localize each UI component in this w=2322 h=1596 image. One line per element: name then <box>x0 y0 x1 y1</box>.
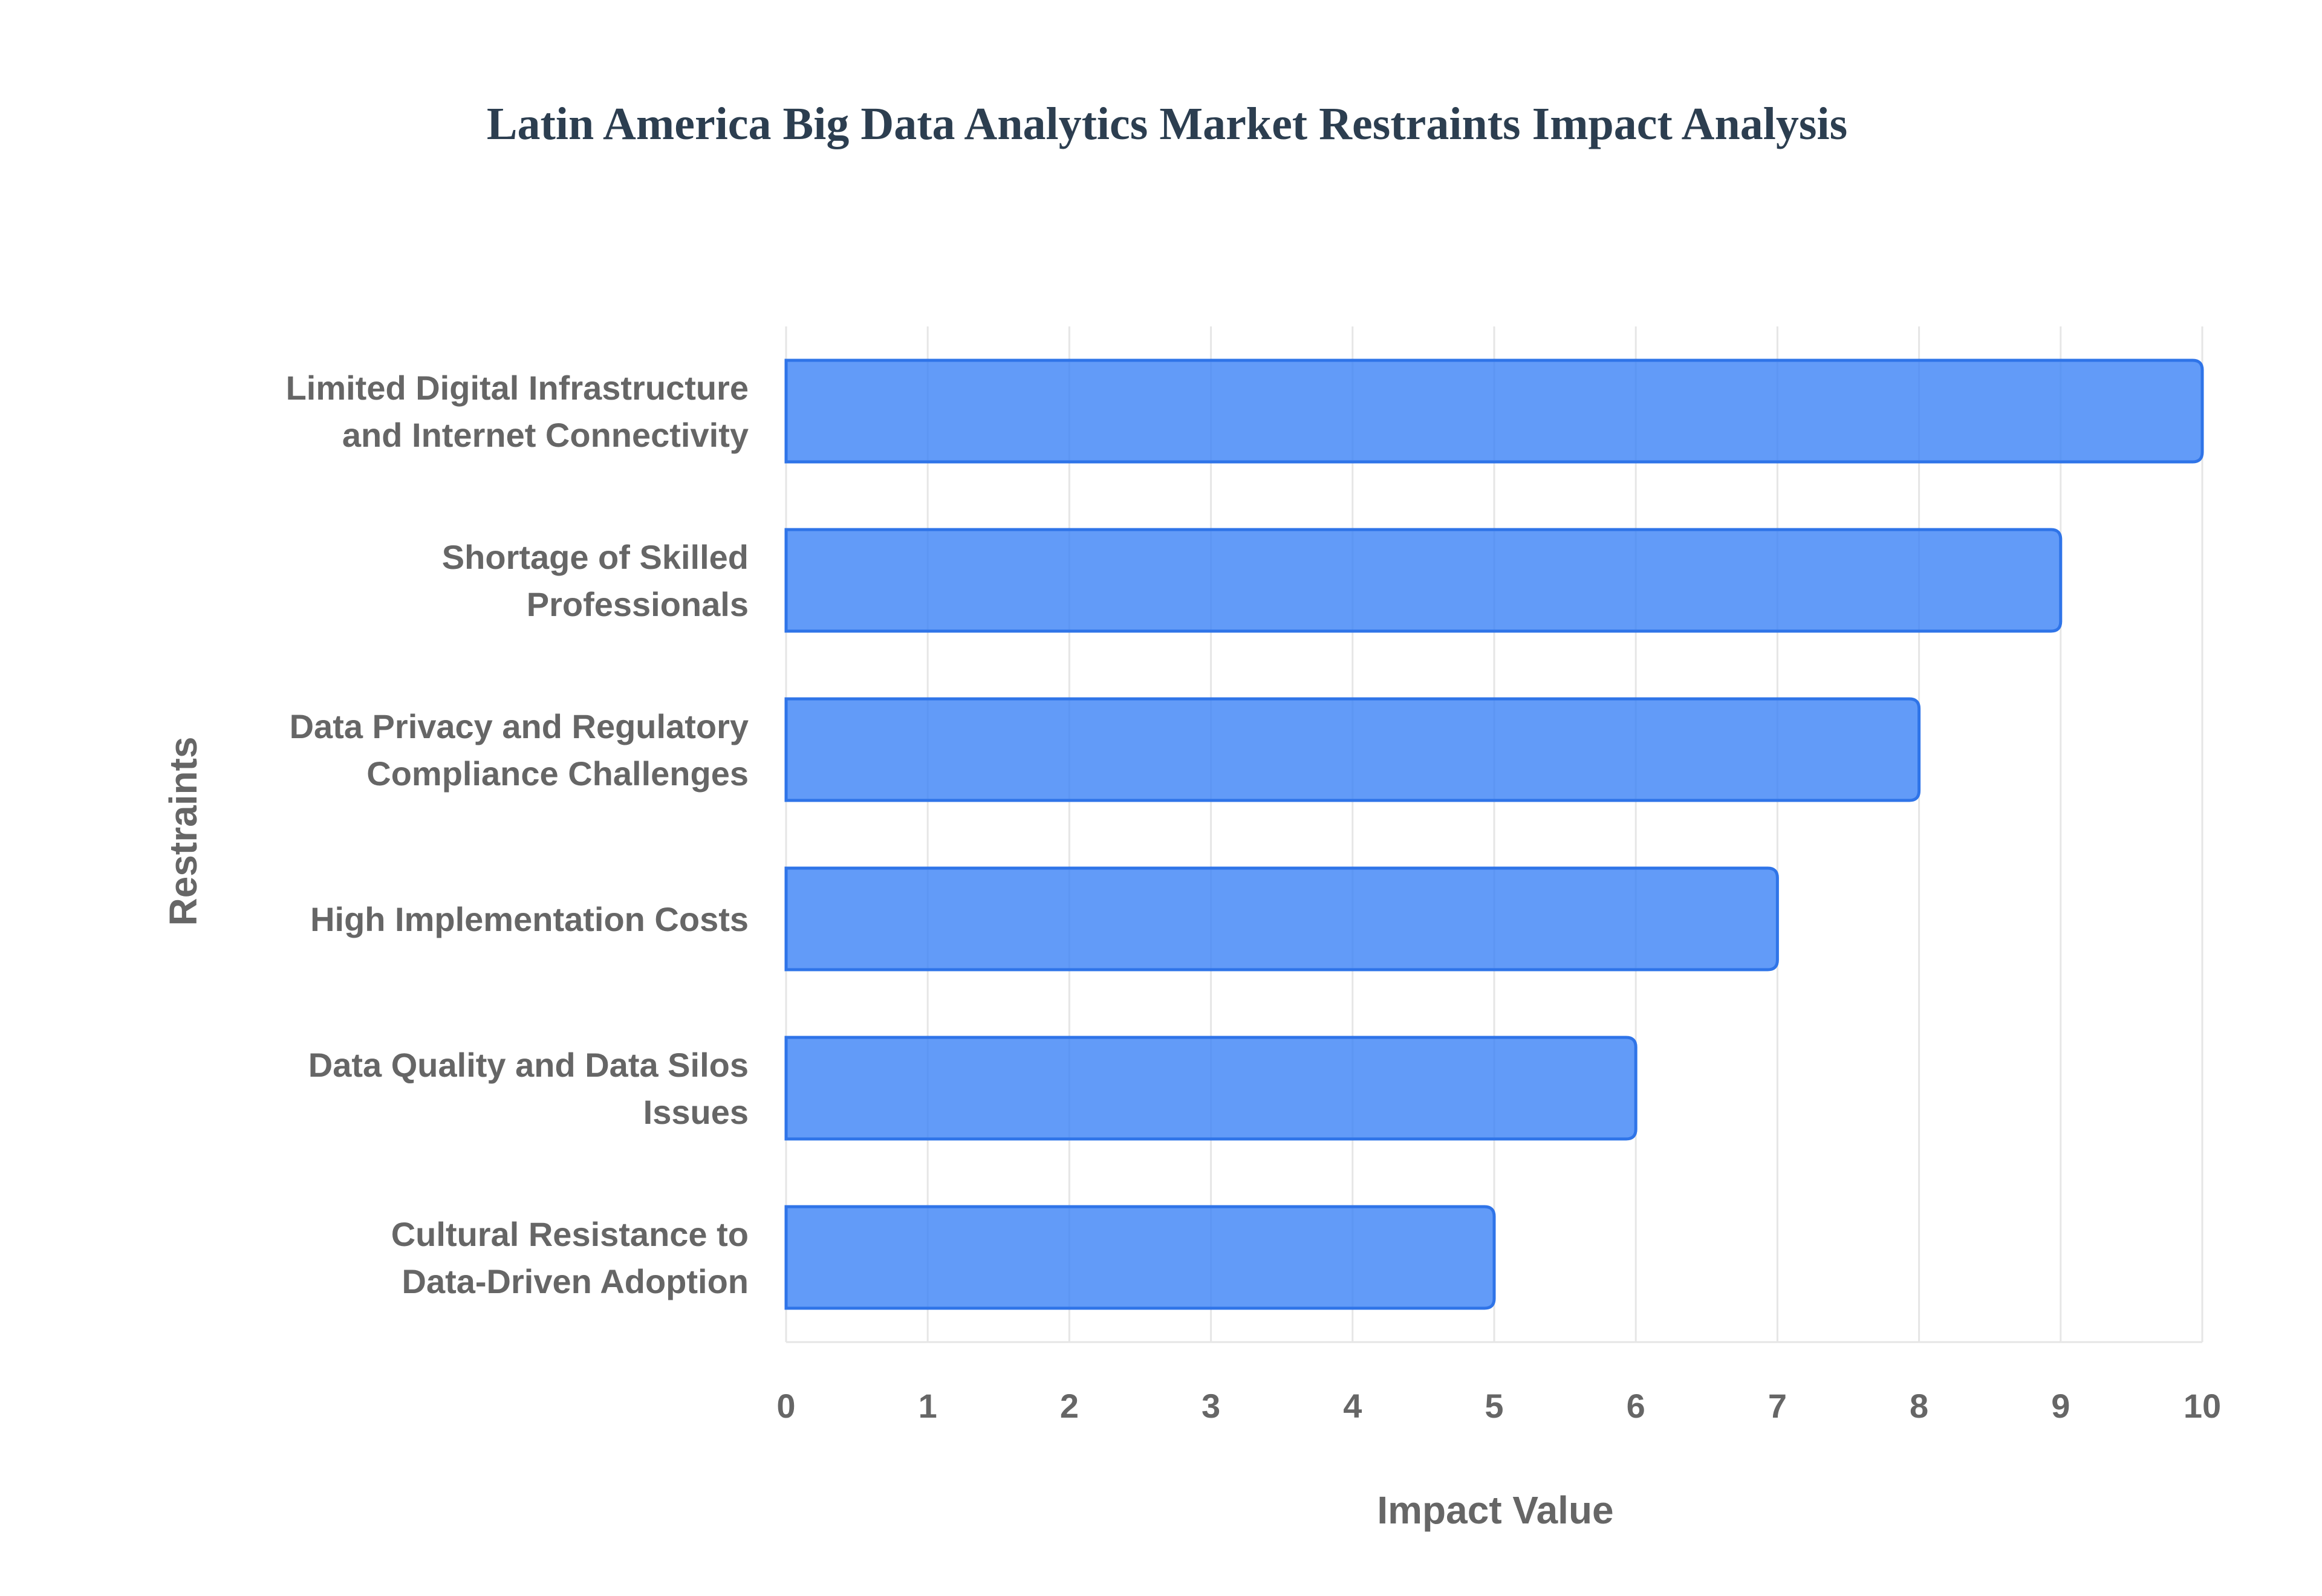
bars <box>784 358 2204 1310</box>
category-label-line: Data Quality and Data Silos <box>308 1046 749 1084</box>
x-tick-label: 6 <box>1627 1387 1645 1425</box>
category-label: Data Quality and Data Silos Issues <box>308 1046 749 1131</box>
chart-title: Latin America Big Data Analytics Market … <box>487 99 1847 149</box>
category-label-line: and Internet Connectivity <box>342 416 749 454</box>
x-tick-label: 4 <box>1343 1387 1362 1425</box>
x-tick-label: 5 <box>1485 1387 1503 1425</box>
category-label-line: Professionals <box>527 585 749 623</box>
bar <box>784 1036 1637 1141</box>
x-axis-title: Impact Value <box>1377 1488 1613 1532</box>
x-tick-label: 2 <box>1060 1387 1079 1425</box>
bar <box>784 1205 1496 1310</box>
category-label-line: Shortage of Skilled <box>442 538 749 576</box>
category-label-line: Cultural Resistance to <box>391 1215 749 1253</box>
bar <box>784 528 2063 633</box>
grid-lines <box>785 326 2203 1343</box>
category-label-line: Data Privacy and Regulatory <box>290 707 749 745</box>
category-label: High Implementation Costs <box>310 900 749 938</box>
x-tick-label: 10 <box>2184 1387 2221 1425</box>
x-tick-label: 7 <box>1768 1387 1787 1425</box>
y-axis-category-labels: Limited Digital Infrastructure and Intern… <box>286 369 749 1300</box>
category-label-line: Limited Digital Infrastructure <box>286 369 749 407</box>
x-axis-ticks: 0 1 2 3 4 5 6 7 8 9 10 <box>776 1387 2221 1425</box>
category-label: Cultural Resistance to Data-Driven Adopti… <box>391 1215 749 1300</box>
y-axis-title: Restraints <box>161 737 205 926</box>
x-tick-label: 1 <box>919 1387 937 1425</box>
category-label-line: High Implementation Costs <box>310 900 749 938</box>
x-tick-label: 9 <box>2051 1387 2070 1425</box>
category-label: Limited Digital Infrastructure and Intern… <box>286 369 749 454</box>
x-tick-label: 0 <box>776 1387 795 1425</box>
bar <box>784 697 1921 802</box>
category-label-line: Data-Driven Adoption <box>402 1262 749 1300</box>
category-label: Data Privacy and Regulatory Compliance Ch… <box>290 707 749 793</box>
x-tick-label: 8 <box>1910 1387 1928 1425</box>
category-label-line: Compliance Challenges <box>366 754 749 793</box>
bar <box>784 866 1779 972</box>
x-tick-label: 3 <box>1202 1387 1220 1425</box>
category-label: Shortage of Skilled Professionals <box>442 538 749 623</box>
category-label-line: Issues <box>643 1093 749 1131</box>
bar <box>784 358 2204 464</box>
